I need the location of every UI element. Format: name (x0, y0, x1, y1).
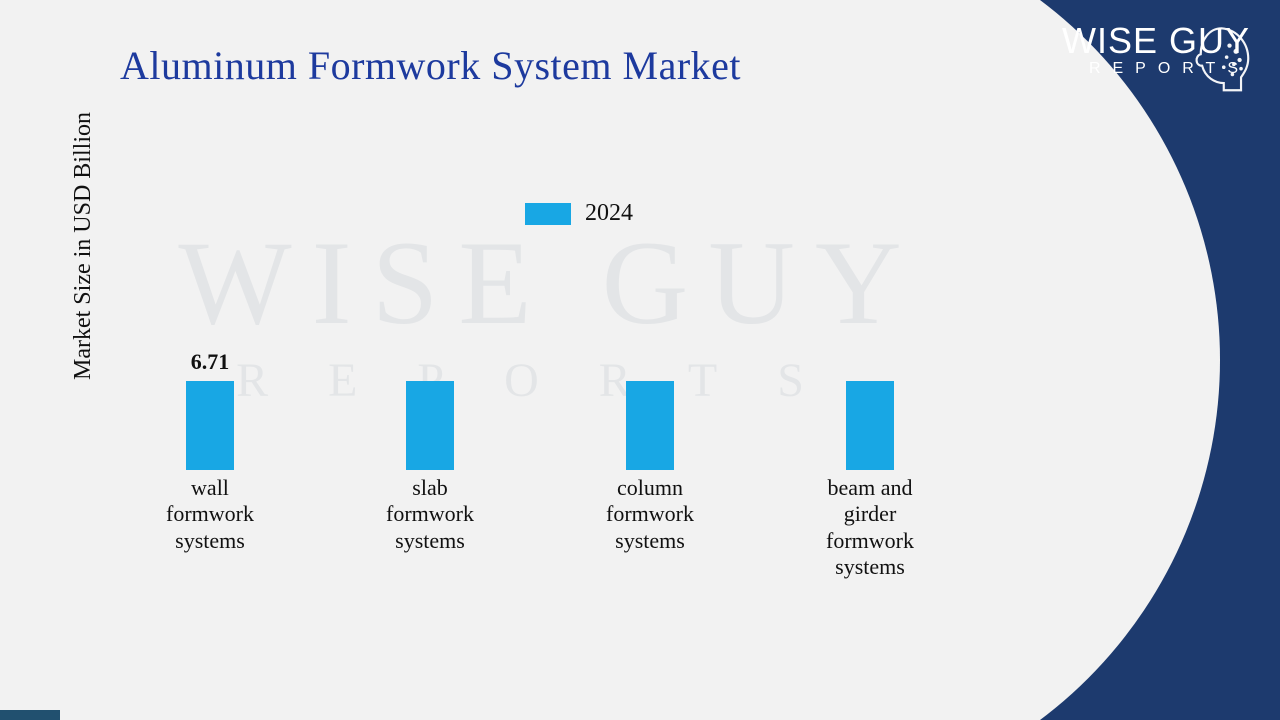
footer-accent-bar (0, 710, 60, 720)
bar (846, 381, 894, 470)
plot-area: 6.71 (100, 140, 1000, 470)
brand-logo: WISE GUY REPORTS (990, 20, 1250, 78)
y-axis-label: Market Size in USD Billion (70, 112, 97, 380)
brand-head-icon (1182, 24, 1254, 96)
category-label: wall formwork systems (150, 475, 270, 554)
chart-card: WISE GUY REPORTS Aluminum Formwork Syste… (0, 0, 1280, 720)
category-label: slab formwork systems (370, 475, 490, 554)
chart-title: Aluminum Formwork System Market (120, 42, 741, 89)
bar-chart: 6.71 wall formwork systems slab formwork … (100, 140, 1000, 660)
category-label: column formwork systems (590, 475, 710, 554)
category-label: beam and girder formwork systems (810, 475, 930, 581)
bar-value-label: 6.71 (191, 349, 230, 375)
bar (406, 381, 454, 470)
bar (186, 381, 234, 470)
bar (626, 381, 674, 470)
